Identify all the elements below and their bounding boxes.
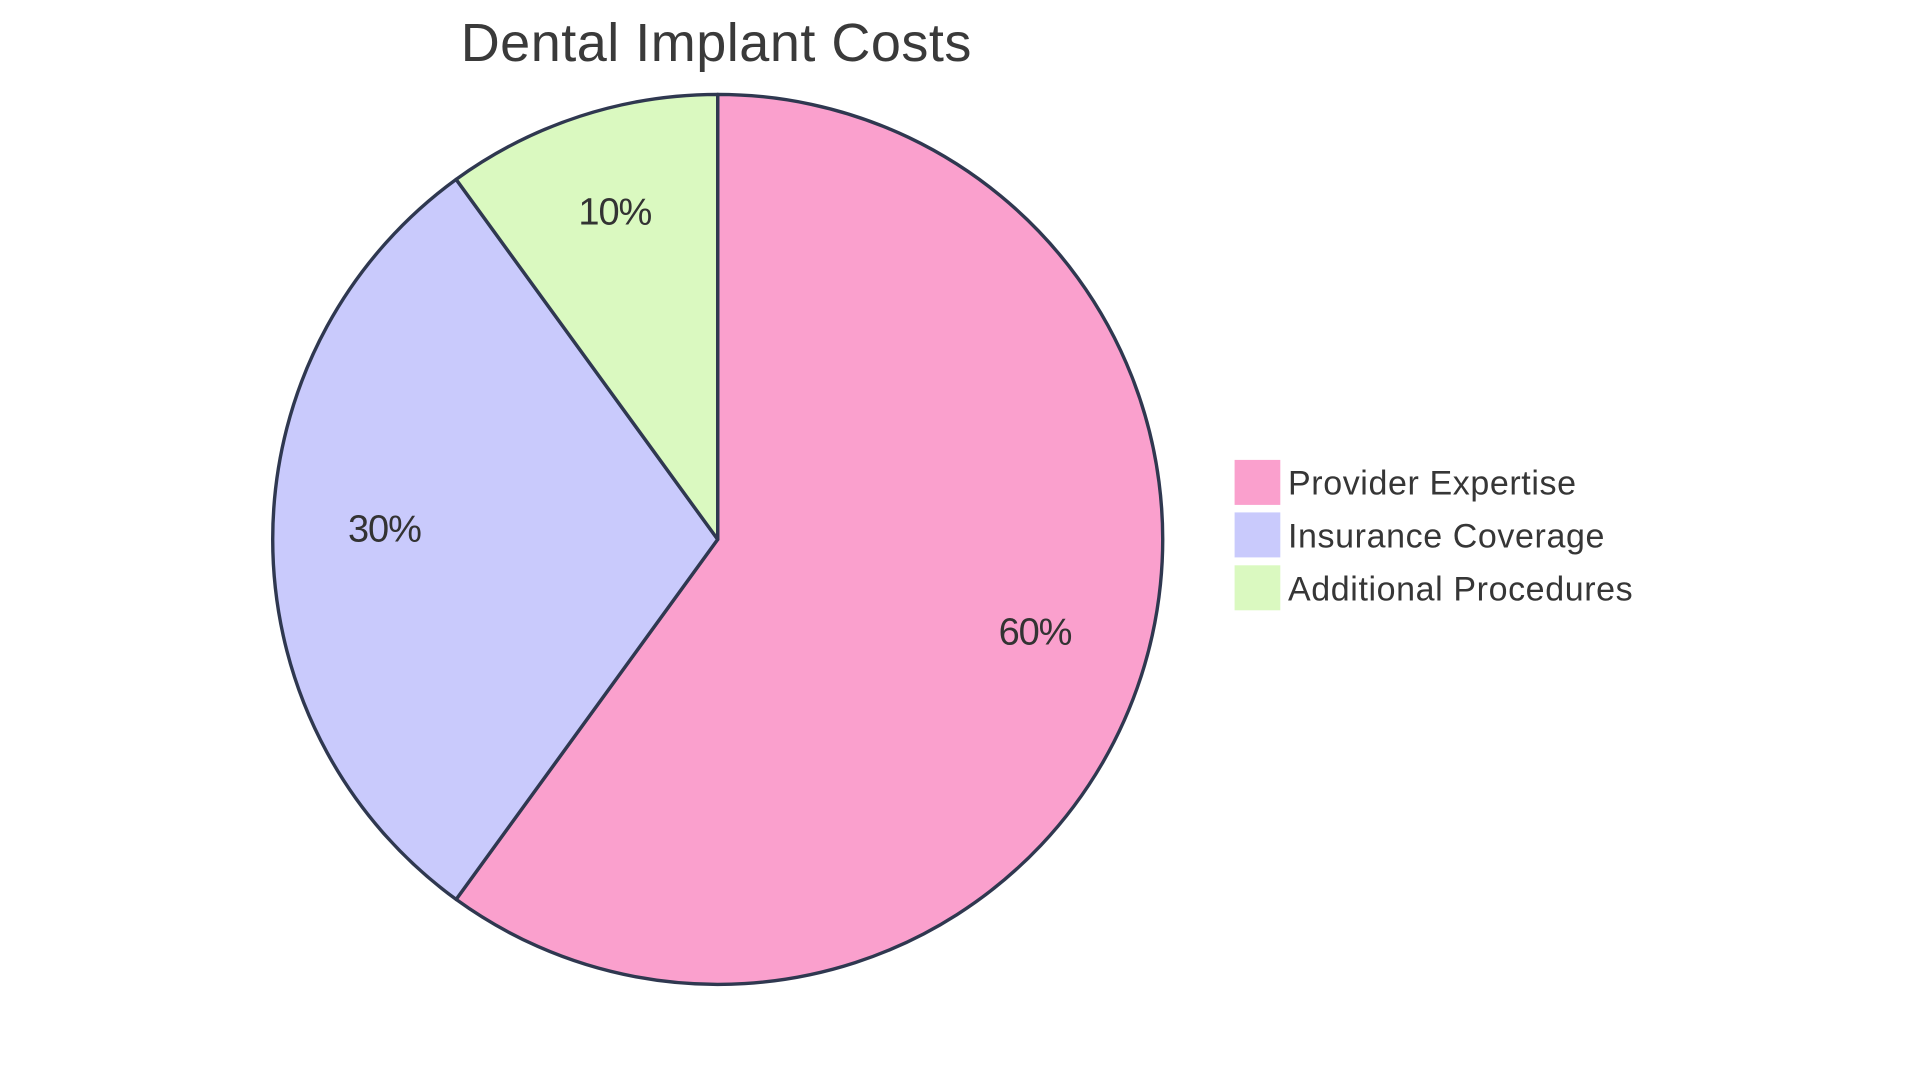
- svg-text:Insurance Coverage: Insurance Coverage: [1288, 517, 1605, 555]
- svg-text:10%: 10%: [578, 192, 651, 234]
- svg-text:60%: 60%: [999, 612, 1072, 654]
- svg-text:Additional Procedures: Additional Procedures: [1288, 570, 1633, 608]
- svg-text:30%: 30%: [348, 509, 421, 551]
- svg-text:Dental Implant Costs: Dental Implant Costs: [461, 13, 972, 73]
- svg-text:Provider Expertise: Provider Expertise: [1288, 465, 1577, 503]
